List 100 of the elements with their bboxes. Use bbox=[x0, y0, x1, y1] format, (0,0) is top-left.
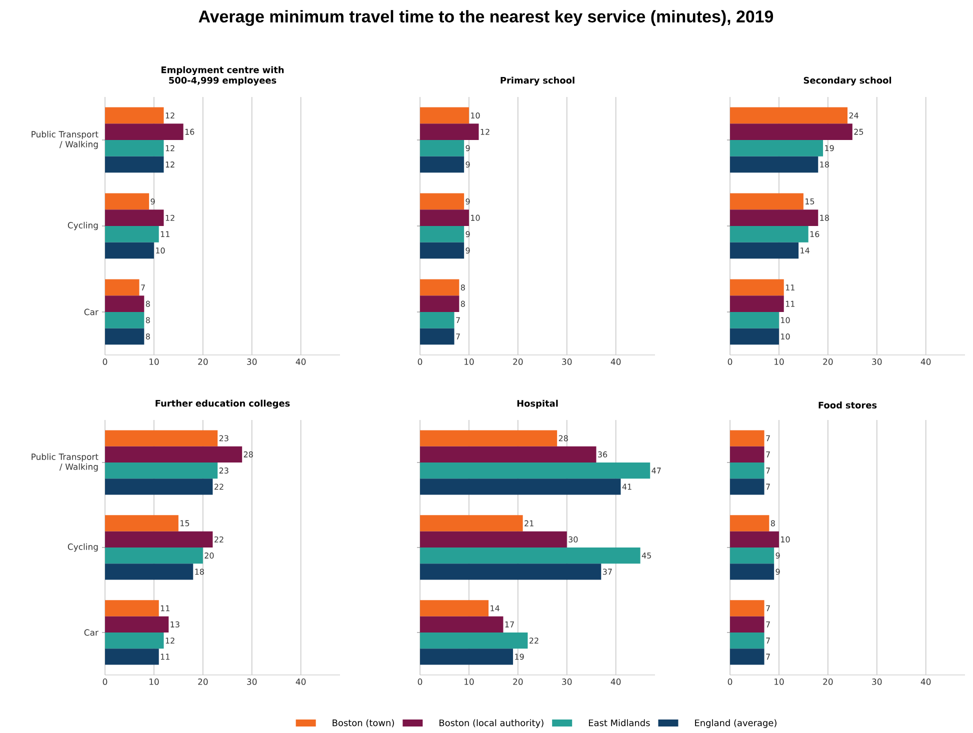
bar bbox=[730, 226, 808, 242]
chart-title: Food stores bbox=[818, 402, 877, 408]
bar bbox=[730, 547, 774, 564]
bar bbox=[730, 462, 764, 479]
x-tick-label: 10 bbox=[464, 678, 474, 685]
legend-label: Boston (town) bbox=[332, 719, 394, 728]
bar bbox=[420, 531, 567, 548]
x-tick-label: 40 bbox=[920, 678, 931, 685]
bar bbox=[105, 140, 164, 156]
bar bbox=[105, 632, 164, 649]
bar bbox=[420, 107, 469, 124]
x-tick-label: 40 bbox=[920, 358, 931, 365]
x-tick-label: 20 bbox=[823, 358, 833, 365]
bar bbox=[730, 515, 770, 532]
bar bbox=[105, 478, 213, 495]
x-tick-label: 30 bbox=[872, 678, 882, 685]
bar bbox=[105, 446, 242, 462]
bar bbox=[420, 210, 469, 226]
bar bbox=[105, 600, 159, 616]
bar bbox=[420, 446, 596, 462]
y-tick-label: Public Transport / Walking bbox=[32, 130, 98, 150]
bar bbox=[105, 462, 218, 479]
bar bbox=[730, 140, 824, 156]
bar bbox=[105, 312, 144, 328]
x-tick-label: 40 bbox=[296, 678, 306, 685]
x-tick-label: 0 bbox=[102, 358, 108, 365]
bar bbox=[105, 193, 150, 210]
bar bbox=[105, 648, 159, 665]
bar bbox=[105, 547, 203, 564]
x-tick-label: 20 bbox=[198, 358, 208, 365]
x-tick-label: 10 bbox=[464, 358, 474, 365]
legend-label: East Midlands bbox=[588, 719, 650, 726]
bar bbox=[730, 156, 818, 173]
x-tick-label: 10 bbox=[150, 678, 159, 685]
x-tick-label: 30 bbox=[247, 678, 257, 685]
bar bbox=[420, 564, 602, 580]
bar bbox=[420, 616, 504, 632]
bar bbox=[105, 616, 169, 632]
bar bbox=[730, 328, 779, 345]
bar bbox=[420, 515, 523, 532]
bar bbox=[420, 328, 454, 345]
bar bbox=[730, 430, 764, 446]
bar bbox=[420, 296, 460, 312]
bar bbox=[420, 156, 464, 173]
x-tick-label: 20 bbox=[513, 678, 523, 685]
bar bbox=[105, 279, 140, 296]
bar bbox=[730, 124, 852, 140]
bar bbox=[105, 210, 164, 226]
bar bbox=[730, 632, 764, 649]
x-tick-label: 40 bbox=[296, 358, 306, 365]
bar bbox=[105, 564, 194, 580]
chart-title: Primary school bbox=[500, 76, 574, 86]
bar bbox=[730, 193, 804, 210]
legend-label: England (average) bbox=[695, 719, 776, 728]
chart-title: Hospital bbox=[517, 400, 558, 408]
bar bbox=[420, 140, 464, 156]
y-tick-label: Car bbox=[84, 629, 98, 636]
chart-title: Further education colleges bbox=[156, 400, 290, 408]
bar bbox=[730, 564, 774, 580]
bar bbox=[730, 107, 848, 124]
bar bbox=[420, 279, 460, 296]
bar bbox=[105, 156, 164, 173]
x-tick-label: 10 bbox=[774, 678, 784, 685]
x-tick-label: 0 bbox=[418, 358, 422, 365]
bar bbox=[730, 296, 784, 312]
x-tick-label: 10 bbox=[150, 358, 159, 365]
chart-title: Employment centre with 500-4,999 employees bbox=[162, 66, 284, 86]
bar bbox=[105, 124, 184, 140]
bar bbox=[420, 547, 640, 564]
text: Average minimum travel time to the nearest key service (minutes), 2019 bbox=[198, 10, 774, 26]
y-tick-label: Cycling bbox=[68, 543, 98, 552]
x-tick-label: 30 bbox=[247, 358, 257, 365]
bar bbox=[420, 242, 464, 259]
x-tick-label: 0 bbox=[728, 678, 732, 685]
x-tick-label: 20 bbox=[513, 358, 523, 365]
bar bbox=[105, 531, 213, 548]
bar bbox=[730, 242, 799, 259]
bar bbox=[730, 478, 764, 495]
bar bbox=[420, 648, 514, 665]
x-tick-label: 30 bbox=[562, 358, 572, 365]
y-tick-label: Cycling bbox=[68, 222, 98, 230]
bar bbox=[420, 226, 464, 242]
bar bbox=[420, 124, 479, 140]
bar bbox=[730, 312, 779, 328]
y-tick-label: Car bbox=[84, 308, 98, 316]
bar bbox=[105, 226, 159, 242]
bar bbox=[730, 616, 764, 632]
chart-title: Secondary school bbox=[804, 76, 892, 86]
bar bbox=[730, 531, 779, 548]
y-tick-label: Public Transport / Walking bbox=[32, 453, 98, 472]
bar bbox=[105, 107, 164, 124]
x-tick-label: 20 bbox=[823, 678, 833, 685]
bar bbox=[420, 600, 489, 616]
bar bbox=[420, 478, 621, 495]
bar bbox=[105, 296, 144, 312]
x-tick-label: 0 bbox=[102, 678, 108, 685]
bar bbox=[730, 446, 764, 462]
bar bbox=[420, 193, 464, 210]
bar bbox=[420, 462, 650, 479]
bar bbox=[105, 242, 154, 259]
